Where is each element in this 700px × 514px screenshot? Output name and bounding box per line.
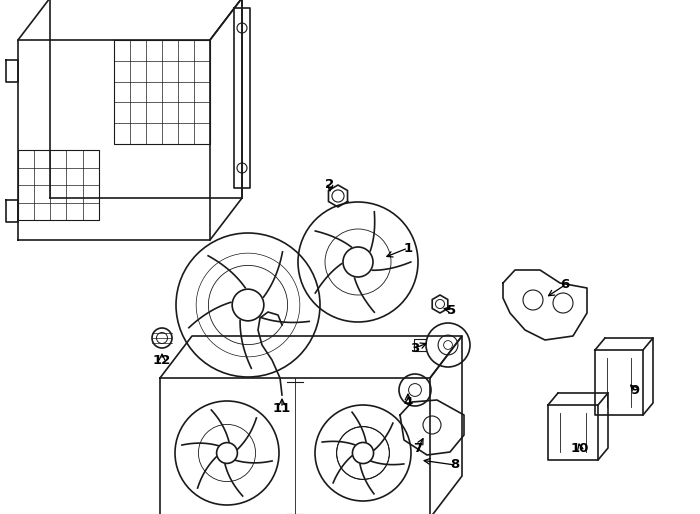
Text: 7: 7 (414, 442, 423, 454)
Text: 9: 9 (631, 383, 640, 396)
Text: 10: 10 (570, 442, 589, 454)
Text: 4: 4 (403, 395, 412, 409)
Text: 5: 5 (447, 303, 456, 317)
Text: 12: 12 (153, 354, 171, 366)
Text: 3: 3 (410, 341, 419, 355)
Text: 6: 6 (561, 279, 570, 291)
Text: 11: 11 (273, 401, 291, 414)
Text: 8: 8 (450, 458, 460, 471)
Text: 2: 2 (326, 178, 335, 192)
Text: 1: 1 (403, 242, 412, 254)
